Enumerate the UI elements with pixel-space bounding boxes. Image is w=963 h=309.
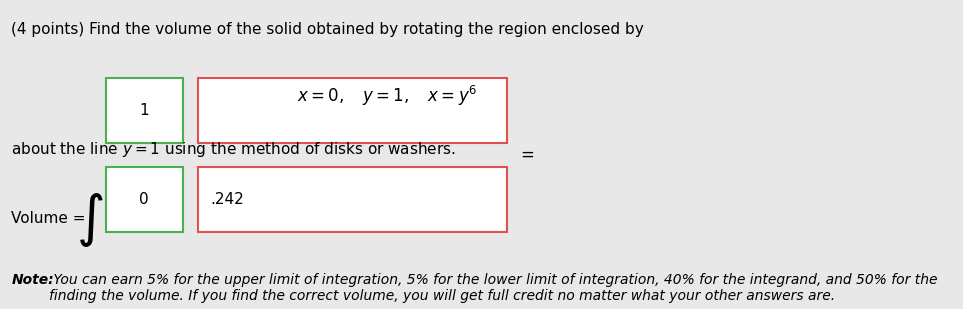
Text: about the line $y = 1$ using the method of disks or washers.: about the line $y = 1$ using the method …: [12, 140, 456, 159]
Text: You can earn 5% for the upper limit of integration, 5% for the lower limit of in: You can earn 5% for the upper limit of i…: [48, 273, 937, 303]
Text: $\int$: $\int$: [76, 191, 104, 249]
Text: .242: .242: [210, 192, 244, 207]
Text: $x = 0,$   $y = 1,$   $x = y^6$: $x = 0,$ $y = 1,$ $x = y^6$: [298, 84, 478, 108]
Text: Volume =: Volume =: [12, 211, 91, 226]
FancyBboxPatch shape: [198, 167, 508, 231]
Text: (4 points) Find the volume of the solid obtained by rotating the region enclosed: (4 points) Find the volume of the solid …: [12, 22, 644, 37]
Text: =: =: [520, 146, 534, 164]
Text: 0: 0: [140, 192, 149, 207]
Text: Note:: Note:: [12, 273, 54, 287]
FancyBboxPatch shape: [106, 167, 183, 231]
Text: 1: 1: [140, 103, 149, 118]
FancyBboxPatch shape: [106, 78, 183, 143]
FancyBboxPatch shape: [198, 78, 508, 143]
